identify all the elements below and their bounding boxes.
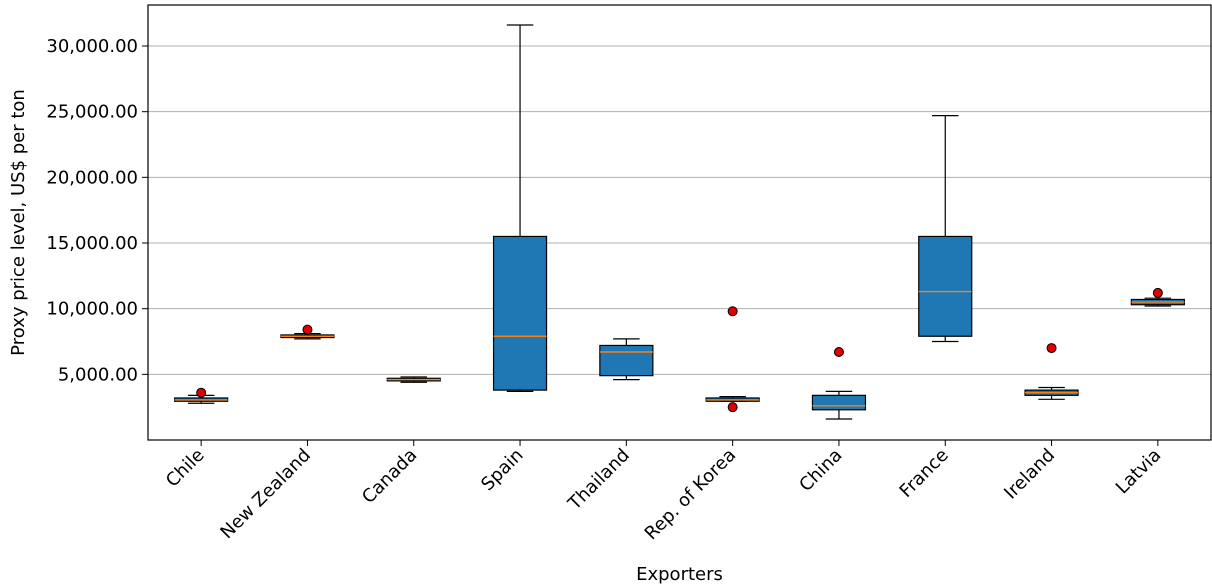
- x-tick-label: China: [795, 445, 846, 496]
- x-tick-label: New Zealand: [216, 445, 314, 543]
- outlier-point: [727, 402, 738, 413]
- outlier-point: [302, 324, 313, 335]
- outlier-point: [1046, 343, 1057, 354]
- box-group: [918, 115, 973, 343]
- box: [492, 235, 548, 391]
- grid-layer: [148, 45, 1211, 375]
- box-group: [1130, 287, 1185, 307]
- x-tick-label: Thailand: [564, 445, 634, 515]
- y-tick-label: 30,000.00: [46, 36, 138, 57]
- box-layer: [174, 24, 1185, 420]
- y-axis-title: Proxy price level, US$ per ton: [8, 89, 29, 356]
- box-group: [1024, 343, 1079, 400]
- box-group: [811, 347, 867, 420]
- y-tick-label: 15,000.00: [46, 233, 138, 254]
- x-tick-label: Spain: [477, 445, 527, 495]
- box-group: [280, 324, 335, 340]
- outlier-point: [1152, 287, 1163, 298]
- outlier-point: [833, 347, 844, 358]
- box: [599, 344, 654, 377]
- axis-layer: 5,000.00 10,000.00 15,000.00 20,000.00 25,00…: [46, 36, 1165, 544]
- x-axis-title: Exporters: [636, 564, 723, 585]
- box-group: [705, 306, 760, 413]
- y-tick-label: 20,000.00: [46, 167, 138, 188]
- x-tick-label: Rep. of Korea: [641, 445, 741, 545]
- x-tick-label: Ireland: [1000, 445, 1059, 504]
- box-group: [492, 24, 548, 393]
- box: [918, 235, 973, 337]
- box-group: [174, 387, 229, 404]
- plot-area-frame: [147, 4, 1212, 441]
- x-tick-label: Canada: [358, 445, 421, 508]
- box-group: [386, 376, 441, 383]
- y-tick-label: 25,000.00: [46, 102, 138, 123]
- box: [811, 394, 867, 411]
- box-group: [599, 338, 654, 381]
- x-tick-label: Chile: [162, 445, 209, 492]
- x-tick-label: France: [896, 445, 953, 502]
- y-tick-label: 5,000.00: [58, 364, 138, 385]
- x-tick-label: Latvia: [1112, 445, 1166, 499]
- outlier-point: [196, 387, 207, 398]
- outlier-point: [727, 306, 738, 317]
- y-tick-label: 10,000.00: [46, 299, 138, 320]
